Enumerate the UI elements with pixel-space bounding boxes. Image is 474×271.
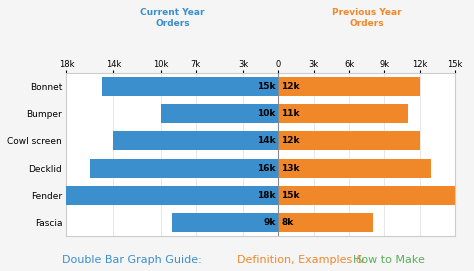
Bar	[161, 104, 278, 123]
Text: 11k: 11k	[281, 109, 300, 118]
Text: 14k: 14k	[257, 136, 275, 146]
Text: Previous Year
Orders: Previous Year Orders	[332, 8, 401, 28]
Bar	[113, 131, 278, 150]
Text: 12k: 12k	[281, 136, 300, 146]
Text: 10k: 10k	[257, 109, 275, 118]
Bar	[66, 186, 278, 205]
Text: Double Bar Graph Guide:: Double Bar Graph Guide:	[62, 255, 205, 265]
Bar	[278, 213, 373, 232]
Text: 12k: 12k	[281, 82, 300, 91]
Bar	[278, 159, 431, 178]
Text: Current Year
Orders: Current Year Orders	[140, 8, 205, 28]
Text: How to Make: How to Make	[353, 255, 425, 265]
Bar	[102, 77, 278, 96]
Bar	[278, 186, 455, 205]
Text: Definition, Examples &: Definition, Examples &	[237, 255, 368, 265]
Text: 15k: 15k	[281, 191, 300, 200]
Bar	[173, 213, 278, 232]
Text: 9k: 9k	[263, 218, 275, 227]
Bar	[90, 159, 278, 178]
Bar	[278, 104, 408, 123]
Text: 15k: 15k	[257, 82, 275, 91]
Text: 18k: 18k	[257, 191, 275, 200]
Bar	[278, 77, 419, 96]
Text: 8k: 8k	[281, 218, 293, 227]
Text: 13k: 13k	[281, 163, 300, 173]
Text: 16k: 16k	[257, 163, 275, 173]
Bar	[278, 131, 419, 150]
